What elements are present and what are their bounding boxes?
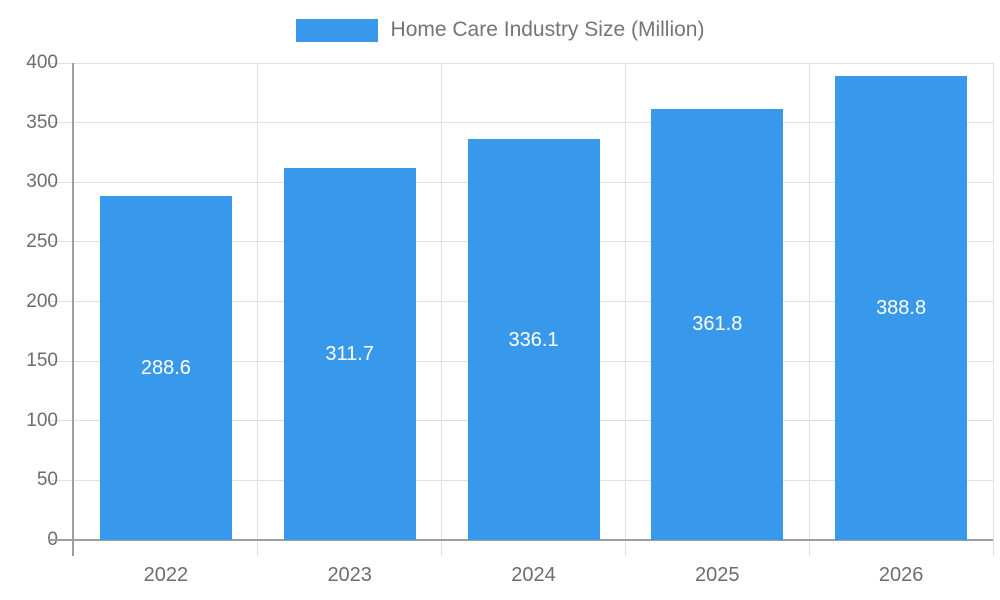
x-tick-label-2024: 2024	[511, 564, 556, 586]
y-tick-label-300: 300	[26, 171, 58, 193]
x-axis-baseline	[48, 539, 993, 541]
legend-label: Home Care Industry Size (Million)	[390, 18, 705, 41]
gridline-x-3	[624, 63, 626, 556]
x-tick-label-2022: 2022	[143, 564, 189, 586]
bar-2026[interactable]	[835, 76, 968, 540]
y-tick-label-100: 100	[26, 409, 58, 431]
chart-legend[interactable]: Home Care Industry Size (Million)	[0, 18, 1000, 42]
x-tick-label-2023: 2023	[327, 564, 372, 586]
gridline-y-400	[48, 62, 993, 64]
bar-2025[interactable]	[651, 108, 784, 540]
y-tick-label-50: 50	[36, 469, 58, 491]
gridline-x-2	[441, 63, 443, 556]
bar-label-2022: 288.6	[140, 356, 191, 379]
y-tick-label-350: 350	[26, 111, 58, 133]
gridline-y-350	[48, 122, 993, 124]
bar-label-2023: 311.7	[325, 343, 374, 366]
gridline-x-4	[808, 63, 810, 556]
x-tick-label-2026: 2026	[878, 564, 924, 586]
bar-2023[interactable]	[283, 168, 416, 540]
bar-label-2026: 388.8	[876, 297, 927, 320]
y-tick-label-250: 250	[26, 230, 58, 252]
y-tick-label-150: 150	[26, 350, 58, 372]
x-tick-label-2025: 2025	[695, 564, 740, 586]
bar-label-2025: 361.8	[692, 313, 743, 336]
gridline-x-1	[257, 63, 259, 556]
legend-swatch	[295, 18, 378, 42]
bar-2022[interactable]	[99, 195, 232, 540]
bar-label-2024: 336.1	[508, 328, 559, 351]
gridline-x-5	[992, 63, 994, 556]
y-tick-label-400: 400	[26, 52, 58, 73]
bar-2024[interactable]	[467, 139, 600, 540]
y-tick-label-200: 200	[26, 290, 58, 312]
y-axis-line	[72, 63, 74, 556]
